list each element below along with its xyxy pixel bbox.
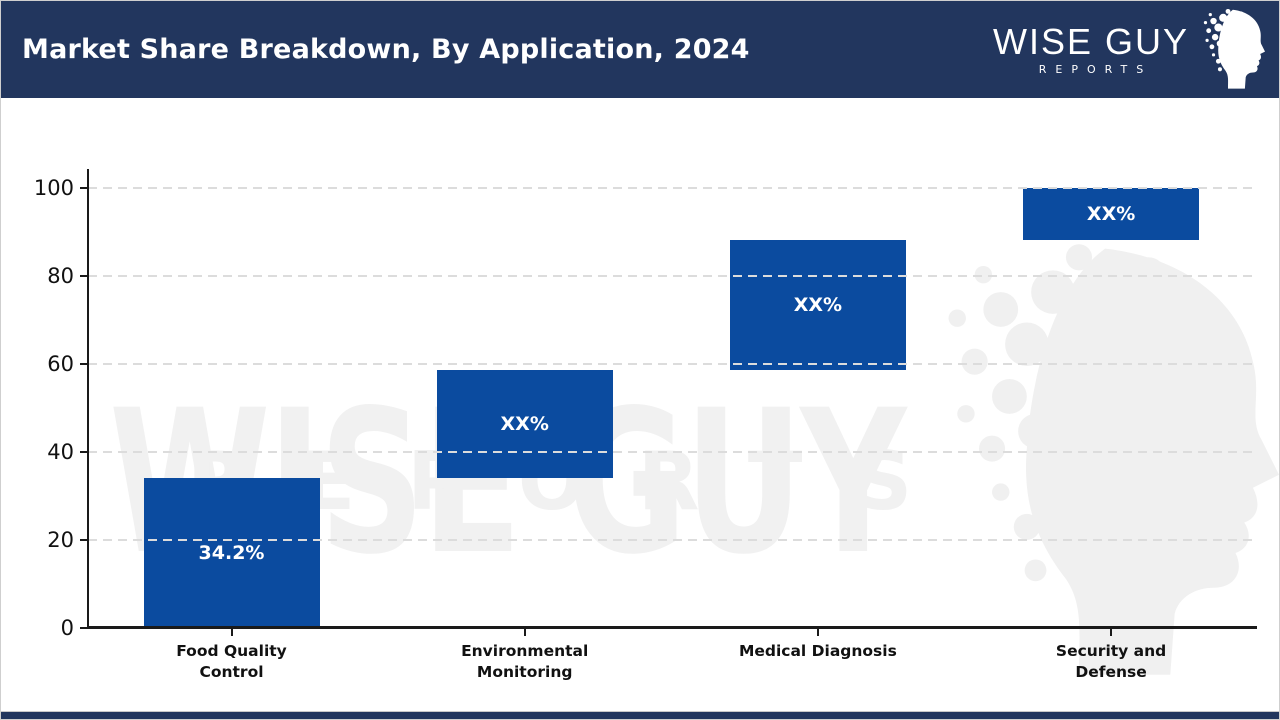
y-tick-20	[80, 539, 88, 542]
category-label-line: Environmental	[461, 642, 589, 660]
category-label-environmental-monitoring: Environmental Monitoring	[400, 641, 650, 682]
logo-head-icon	[1203, 8, 1265, 89]
y-tick-label-0: 0	[60, 616, 74, 640]
category-label-line: Security and	[1055, 642, 1167, 660]
y-tick-label-100: 100	[33, 176, 74, 201]
wise-guy-logo: WISE GUY REPORTS	[993, 8, 1279, 92]
x-tick-4	[1110, 628, 1113, 636]
y-tick-60	[80, 363, 88, 366]
gridline-80	[88, 275, 1257, 278]
category-label-line: Food Quality	[176, 642, 287, 660]
gridline-100	[88, 187, 1257, 190]
y-tick-label-40: 40	[47, 440, 74, 465]
x-axis-line	[87, 626, 1257, 629]
y-tick-0	[80, 627, 88, 629]
y-axis-line	[87, 169, 89, 628]
watermark-head-icon	[948, 244, 1279, 675]
x-tick-3	[816, 628, 819, 636]
bar-security-and-defense	[1023, 188, 1200, 241]
bar-value-label: XX%	[500, 413, 549, 436]
category-label-food-quality-control: Food Quality Control	[107, 641, 357, 682]
y-tick-label-80: 80	[47, 264, 74, 289]
bar-value-label: 34.2%	[198, 541, 265, 564]
y-tick-40	[80, 451, 88, 454]
y-tick-100	[80, 187, 88, 190]
footer-bar	[1, 711, 1279, 719]
category-label-line: Control	[199, 662, 264, 681]
category-label-line: Medical Diagnosis	[738, 642, 897, 660]
logo-line1: WISE GUY	[992, 21, 1189, 62]
category-label-line: Monitoring	[476, 662, 573, 681]
chart-area: WISE GUY REPORTS 0 20 40 60 80 100 34.2% XX% XX…	[1, 98, 1279, 714]
bar-value-label: XX%	[793, 294, 843, 317]
bar-environmental-monitoring	[436, 370, 613, 478]
chart-title: Market Share Breakdown, By Application, …	[22, 34, 750, 65]
y-tick-label-20: 20	[47, 528, 74, 553]
category-label-medical-diagnosis: Medical Diagnosis	[693, 641, 943, 662]
header-bar: Market Share Breakdown, By Application, …	[1, 1, 1279, 98]
gridline-60	[88, 363, 1257, 366]
y-tick-80	[80, 275, 88, 278]
logo-wordmark: WISE GUY REPORTS	[992, 21, 1189, 76]
x-tick-2	[523, 628, 526, 636]
gridline-40	[88, 451, 1257, 454]
category-label-line: Defense	[1075, 662, 1147, 681]
y-tick-label-60: 60	[47, 352, 74, 377]
category-label-security-and-defense: Security and Defense	[986, 641, 1236, 682]
bar-food-quality-control	[143, 477, 320, 628]
bar-value-label: XX%	[1086, 203, 1136, 226]
x-tick-1	[230, 628, 233, 636]
bar-medical-diagnosis	[729, 240, 906, 371]
logo-line2: REPORTS	[1038, 63, 1153, 76]
gridline-20	[88, 539, 1257, 542]
